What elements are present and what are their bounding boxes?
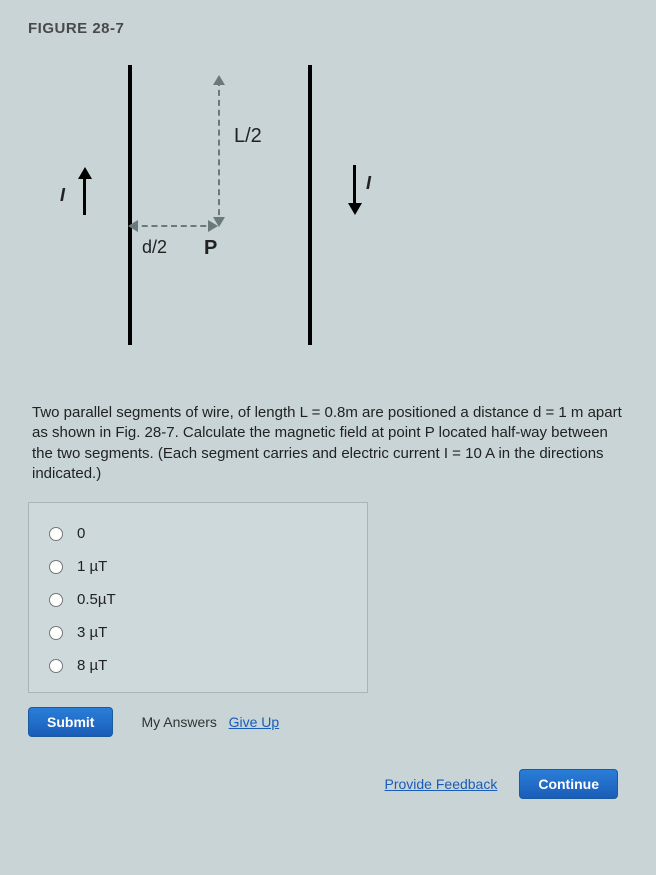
footer-row: Provide Feedback Continue	[28, 769, 628, 799]
answer-radio[interactable]	[49, 593, 63, 607]
figure-diagram: I I L/2 d/2 P	[48, 45, 408, 385]
dash-horizontal	[132, 225, 216, 227]
left-current-arrow	[78, 175, 86, 215]
answers-box: 0 1 µT 0.5µT 3 µT 8 µT	[28, 502, 368, 693]
my-answers-label: My Answers	[141, 714, 216, 730]
dash-vertical	[218, 80, 220, 225]
answer-label: 8 µT	[77, 657, 107, 674]
answer-option[interactable]: 3 µT	[45, 616, 351, 649]
dash-h-arrow-right	[208, 220, 218, 232]
right-current-label: I	[366, 173, 371, 194]
dash-v-arrow-up	[213, 75, 225, 85]
answer-option[interactable]: 0	[45, 517, 351, 550]
P-label: P	[204, 237, 217, 260]
answer-radio[interactable]	[49, 659, 63, 673]
continue-button[interactable]: Continue	[519, 769, 618, 799]
page-container: FIGURE 28-7 I I L/2 d/2 P	[0, 0, 656, 819]
L-half-label: L/2	[234, 125, 262, 148]
answer-radio[interactable]	[49, 626, 63, 640]
answer-label: 0	[77, 525, 85, 542]
submit-button[interactable]: Submit	[28, 707, 113, 737]
answer-option[interactable]: 8 µT	[45, 649, 351, 682]
dash-h-arrow-left	[128, 220, 138, 232]
answer-label: 1 µT	[77, 558, 107, 575]
right-current-arrow	[348, 165, 356, 205]
answer-option[interactable]: 0.5µT	[45, 583, 351, 616]
answer-radio[interactable]	[49, 560, 63, 574]
answer-radio[interactable]	[49, 527, 63, 541]
answer-option[interactable]: 1 µT	[45, 550, 351, 583]
left-current-label: I	[60, 185, 65, 206]
provide-feedback-link[interactable]: Provide Feedback	[385, 776, 498, 792]
answer-label: 0.5µT	[77, 591, 116, 608]
answer-label: 3 µT	[77, 624, 107, 641]
my-answers-group: My Answers Give Up	[141, 714, 279, 730]
give-up-link[interactable]: Give Up	[229, 714, 280, 730]
action-row: Submit My Answers Give Up	[28, 707, 628, 737]
left-wire	[128, 65, 132, 345]
d-half-label: d/2	[142, 237, 167, 258]
right-wire	[308, 65, 312, 345]
figure-title: FIGURE 28-7	[28, 20, 628, 37]
question-text: Two parallel segments of wire, of length…	[28, 403, 628, 484]
